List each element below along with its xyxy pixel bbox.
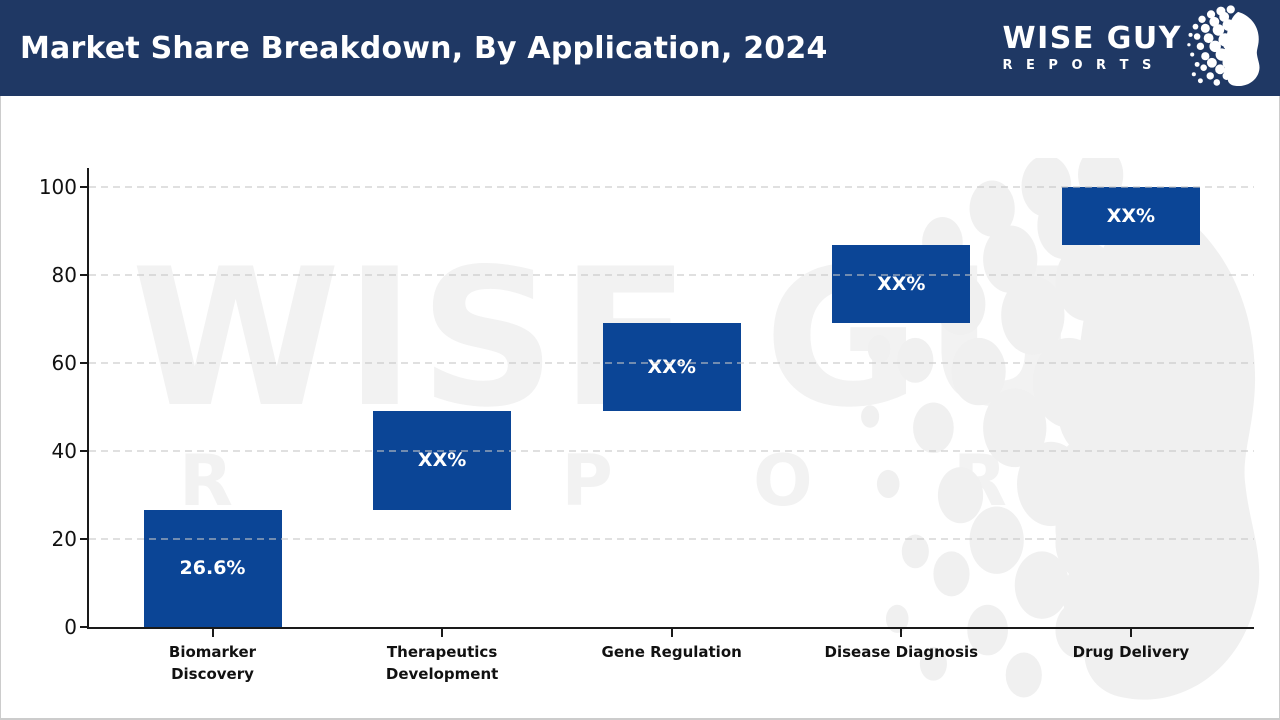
x-axis-tick: [900, 629, 903, 637]
bar: XX%: [832, 245, 971, 323]
y-axis-line: [87, 168, 89, 629]
y-axis-tick: [80, 362, 88, 364]
y-axis-tick: [80, 538, 88, 540]
bar-value-label: 26.6%: [179, 557, 246, 580]
y-tick-label: 100: [38, 175, 77, 199]
x-axis-tick: [211, 629, 214, 637]
chart-area: WISE GUY R E P O R T S 02040608010026.6%…: [0, 96, 1280, 720]
header-bar: Market Share Breakdown, By Application, …: [0, 0, 1280, 96]
y-tick-label: 40: [51, 439, 77, 463]
logo-subtitle: R E P O R T S: [1002, 57, 1156, 73]
gridline: [89, 186, 1254, 188]
bar: 26.6%: [143, 509, 282, 627]
x-axis-tick: [670, 629, 673, 637]
page-title: Market Share Breakdown, By Application, …: [20, 30, 828, 66]
y-tick-label: 20: [51, 527, 77, 551]
bar: XX%: [373, 410, 512, 510]
y-axis-tick: [80, 274, 88, 276]
gridline: [89, 362, 1254, 364]
bar-value-label: XX%: [647, 355, 696, 378]
x-axis-line: [87, 627, 1254, 629]
y-axis-tick: [80, 450, 88, 452]
gridline: [89, 274, 1254, 276]
x-tick-label: Drug Delivery: [1072, 643, 1190, 661]
logo-wordmark: WISE GUY: [1002, 20, 1182, 56]
gridline: [89, 538, 1254, 540]
y-axis-tick: [80, 626, 88, 628]
x-tick-label: Biomarker Discovery: [168, 643, 257, 683]
bar: XX%: [602, 322, 741, 411]
x-axis-tick: [1129, 629, 1132, 637]
bar-value-label: XX%: [877, 273, 926, 296]
bar-value-label: XX%: [417, 449, 467, 472]
y-tick-label: 60: [51, 351, 77, 375]
bar: XX%: [1061, 187, 1200, 246]
x-tick-label: Disease Diagnosis: [824, 643, 979, 661]
x-axis-tick: [441, 629, 444, 637]
y-tick-label: 0: [64, 615, 77, 639]
bar-value-label: XX%: [1106, 205, 1156, 228]
plot-area: 0 20 40 60 80 100 26.6% Biomarker Discovery XX% T…: [1, 96, 1280, 720]
y-tick-label: 80: [51, 263, 77, 287]
logo-head-icon: [1187, 5, 1260, 87]
y-axis-tick: [80, 186, 88, 188]
x-tick-label: Therapeutics Development: [385, 643, 499, 683]
gridline: [89, 450, 1254, 452]
logo-text: WISE GUY R E P O R T S: [1002, 20, 1182, 73]
logo: WISE GUY R E P O R T S: [1002, 5, 1266, 91]
x-tick-label: Gene Regulation: [601, 643, 742, 661]
